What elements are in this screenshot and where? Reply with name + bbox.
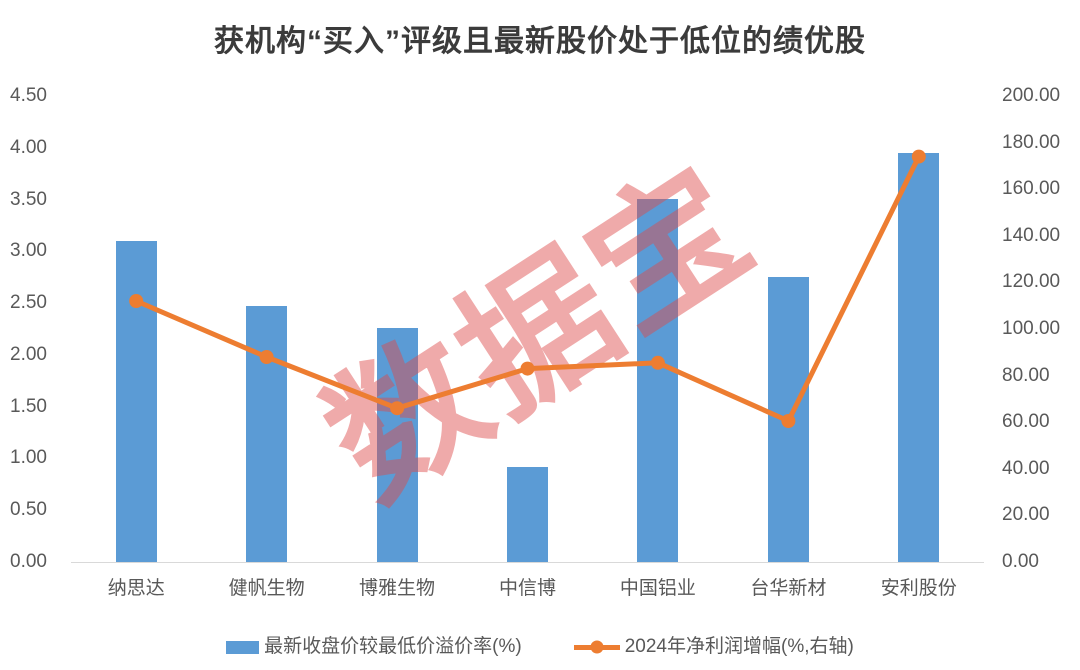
line-point — [650, 355, 665, 370]
bar — [898, 152, 940, 562]
y-right-tick-label: 140.00 — [1002, 224, 1061, 246]
bar — [376, 327, 418, 562]
legend-bar-label: 最新收盘价较最低价溢价率(%) — [264, 636, 522, 657]
x-axis-label: 博雅生物 — [359, 578, 436, 599]
profit-growth-line — [135, 155, 922, 424]
y-left-tick-label: 2.50 — [10, 292, 47, 314]
line-point — [390, 401, 405, 416]
chart-title: 获机构“买入”评级且最新股价处于低位的绩优股 — [214, 25, 866, 58]
x-axis-label: 台华新材 — [750, 578, 827, 599]
bar — [507, 466, 548, 562]
y-left-tick-label: 0.50 — [10, 499, 47, 521]
line-point — [129, 294, 144, 308]
y-left-tick-label: 2.00 — [10, 343, 47, 365]
y-left-tick-label: 1.00 — [10, 447, 47, 469]
y-left-tick-label: 0.00 — [10, 551, 47, 572]
y-left-tick-label: 1.50 — [10, 395, 47, 417]
y-right-tick-label: 100.00 — [1002, 318, 1061, 339]
legend-line-dot-icon — [590, 640, 604, 654]
y-right-tick-label: 160.00 — [1002, 178, 1061, 200]
x-axis-line — [71, 562, 984, 563]
line-point — [781, 414, 796, 428]
legend: 最新收盘价较最低价溢价率(%) 2024年净利润增幅(%,右轴) — [0, 634, 1080, 660]
y-right-tick-label: 80.00 — [1002, 364, 1050, 386]
y-left-tick-label: 3.50 — [10, 188, 47, 210]
legend-line-swatch-icon — [573, 640, 620, 654]
legend-item-bar: 最新收盘价较最低价溢价率(%) — [226, 634, 522, 660]
y-right-tick-label: 180.00 — [1002, 131, 1061, 153]
y-left-tick-label: 4.50 — [10, 85, 47, 106]
line-point — [259, 350, 274, 364]
y-left-tick-label: 4.00 — [10, 136, 47, 158]
x-axis-label: 纳思达 — [107, 578, 165, 599]
y-right-tick-label: 120.00 — [1002, 271, 1061, 293]
line-point — [911, 149, 926, 164]
x-axis-label: 中信博 — [498, 578, 556, 599]
legend-line-label: 2024年净利润增幅(%,右轴) — [624, 636, 854, 657]
x-axis-label: 中国铝业 — [619, 578, 696, 599]
legend-bar-swatch-icon — [226, 640, 260, 654]
y-right-tick-label: 20.00 — [1002, 504, 1050, 526]
x-axis-label: 健帆生物 — [228, 578, 305, 599]
y-right-tick-label: 200.00 — [1002, 85, 1061, 106]
y-right-tick-label: 0.00 — [1002, 551, 1039, 572]
y-right-tick-label: 40.00 — [1002, 457, 1050, 479]
y-left-tick-label: 3.00 — [10, 240, 47, 262]
bar — [637, 198, 679, 562]
y-right-tick-label: 60.00 — [1002, 411, 1050, 433]
x-axis-label: 安利股份 — [880, 578, 957, 599]
legend-item-line: 2024年净利润增幅(%,右轴) — [573, 634, 854, 660]
line-point — [520, 361, 535, 376]
